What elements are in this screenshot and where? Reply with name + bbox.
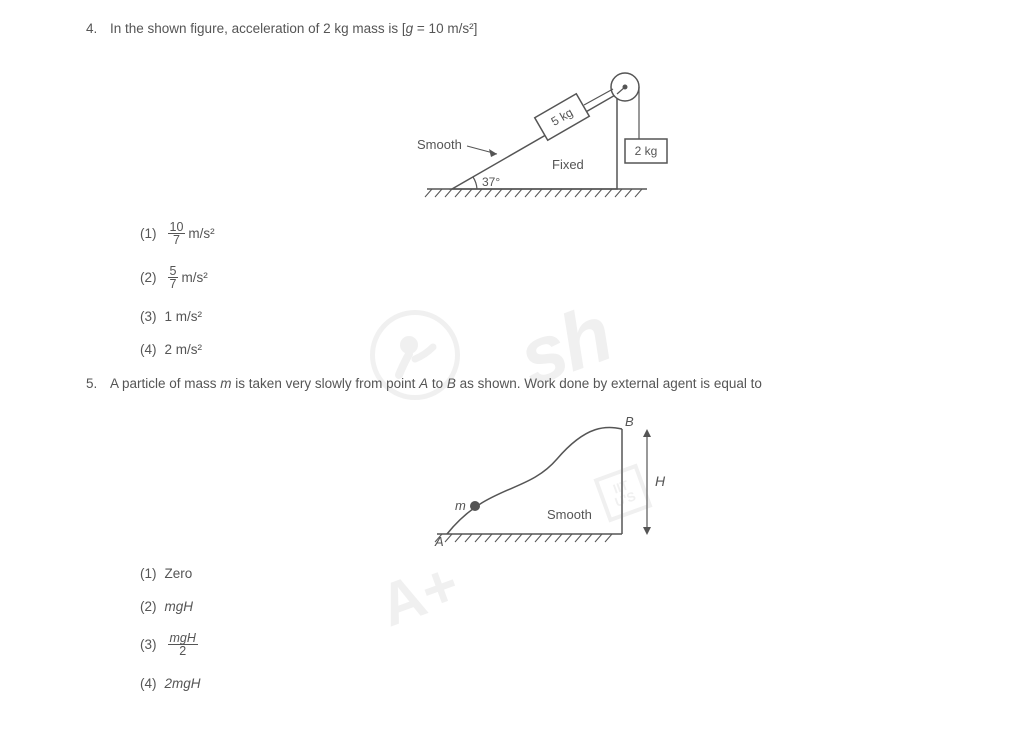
- q5-o3-frac-den: 2: [177, 645, 188, 658]
- q5-option-2: (2) mgH: [140, 599, 994, 614]
- q5-t4: as shown. Work done by external agent is…: [456, 376, 762, 391]
- q4-o2-frac-den: 7: [168, 278, 179, 291]
- q4-smooth: Smooth: [417, 137, 462, 152]
- q4-option-1: (1) 10 7 m/s²: [140, 221, 994, 247]
- q5-b: B: [447, 376, 456, 391]
- question-4-text-after: = 10 m/s²]: [413, 21, 477, 36]
- q4-option-3: (3) 1 m/s²: [140, 309, 994, 324]
- question-4-text-before: In the shown figure, acceleration of 2 k…: [110, 21, 406, 36]
- page-content: 4. In the shown figure, acceleration of …: [0, 0, 1024, 729]
- q5-t2: is taken very slowly from point: [232, 376, 420, 391]
- q4-o1-frac: 10 7: [168, 221, 186, 247]
- q5-svg: A B m Smooth H: [397, 404, 707, 554]
- q5-o2-text: mgH: [165, 599, 194, 614]
- q4-option-2: (2) 5 7 m/s²: [140, 265, 994, 291]
- q5-o3-num: (3): [140, 637, 157, 652]
- q4-options: (1) 10 7 m/s² (2) 5 7 m/s² (3) 1 m/s² (4…: [110, 221, 994, 357]
- q5-options: (1) Zero (2) mgH (3) mgH 2 (4) 2mgH: [110, 566, 994, 691]
- q5-m: m: [220, 376, 231, 391]
- q4-o2-unit: m/s²: [181, 270, 207, 285]
- q4-o1-frac-num: 10: [168, 221, 186, 235]
- q5-a-label: A: [434, 534, 444, 549]
- q5-o1-num: (1): [140, 566, 157, 581]
- q5-o3-frac-num: mgH: [168, 632, 198, 646]
- q5-option-1: (1) Zero: [140, 566, 994, 581]
- q5-h-label: H: [655, 473, 666, 489]
- q5-a: A: [419, 376, 428, 391]
- q4-o2-frac: 5 7: [168, 265, 179, 291]
- q4-o1-num: (1): [140, 226, 157, 241]
- q5-t3: to: [428, 376, 447, 391]
- q4-o1-unit: m/s²: [188, 226, 214, 241]
- q5-o3-frac: mgH 2: [168, 632, 198, 658]
- q4-figure: 37° Fixed Smooth 5 kg 2 kg: [110, 49, 994, 209]
- q4-2kg: 2 kg: [635, 144, 658, 158]
- question-4: 4. In the shown figure, acceleration of …: [110, 20, 994, 39]
- question-5-number: 5.: [86, 375, 97, 394]
- question-4-number: 4.: [86, 20, 97, 39]
- q4-o1-frac-den: 7: [171, 234, 182, 247]
- q5-option-4: (4) 2mgH: [140, 676, 994, 691]
- q4-fixed: Fixed: [552, 157, 584, 172]
- q4-o3-num: (3): [140, 309, 157, 324]
- q5-o4-text: 2mgH: [165, 676, 201, 691]
- q5-option-3: (3) mgH 2: [140, 632, 994, 658]
- q4-o2-frac-num: 5: [168, 265, 179, 279]
- q4-svg: 37° Fixed Smooth 5 kg 2 kg: [387, 49, 717, 209]
- q4-o2-num: (2): [140, 270, 157, 285]
- q5-smooth-label: Smooth: [547, 507, 592, 522]
- q4-angle: 37°: [482, 175, 500, 189]
- q4-o4-num: (4): [140, 342, 157, 357]
- q4-option-4: (4) 2 m/s²: [140, 342, 994, 357]
- q5-o2-num: (2): [140, 599, 157, 614]
- q5-figure: A B m Smooth H: [110, 404, 994, 554]
- q5-b-label: B: [625, 414, 634, 429]
- question-5: 5. A particle of mass m is taken very sl…: [110, 375, 994, 394]
- q4-o4-text: 2 m/s²: [165, 342, 203, 357]
- q5-m-label: m: [455, 498, 466, 513]
- q5-o1-text: Zero: [165, 566, 193, 581]
- q4-o3-text: 1 m/s²: [165, 309, 203, 324]
- q5-o4-num: (4): [140, 676, 157, 691]
- q5-t1: A particle of mass: [110, 376, 220, 391]
